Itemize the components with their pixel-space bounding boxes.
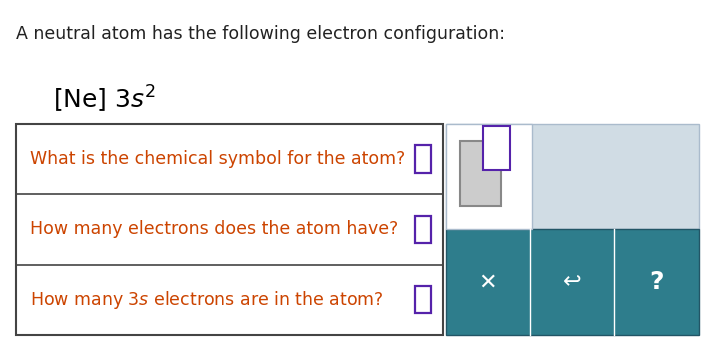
Text: $\mathrm{[Ne]}\ 3s^{2}$: $\mathrm{[Ne]}\ 3s^{2}$ xyxy=(53,84,157,115)
Bar xyxy=(415,286,431,313)
Bar xyxy=(16,124,443,335)
Text: A neutral atom has the following electron configuration:: A neutral atom has the following electro… xyxy=(16,25,505,43)
Text: How many $3s$ electrons are in the atom?: How many $3s$ electrons are in the atom? xyxy=(30,289,384,311)
Bar xyxy=(415,215,431,243)
Text: ↩: ↩ xyxy=(563,272,582,292)
Bar xyxy=(460,141,501,206)
Text: What is the chemical symbol for the atom?: What is the chemical symbol for the atom… xyxy=(30,150,405,168)
Bar xyxy=(415,145,431,173)
Bar xyxy=(483,126,510,170)
Text: ?: ? xyxy=(650,270,664,294)
Text: How many electrons does the atom have?: How many electrons does the atom have? xyxy=(30,220,398,238)
Bar xyxy=(446,229,699,335)
Text: ✕: ✕ xyxy=(478,272,497,292)
Bar xyxy=(446,124,699,229)
Bar xyxy=(446,124,532,229)
